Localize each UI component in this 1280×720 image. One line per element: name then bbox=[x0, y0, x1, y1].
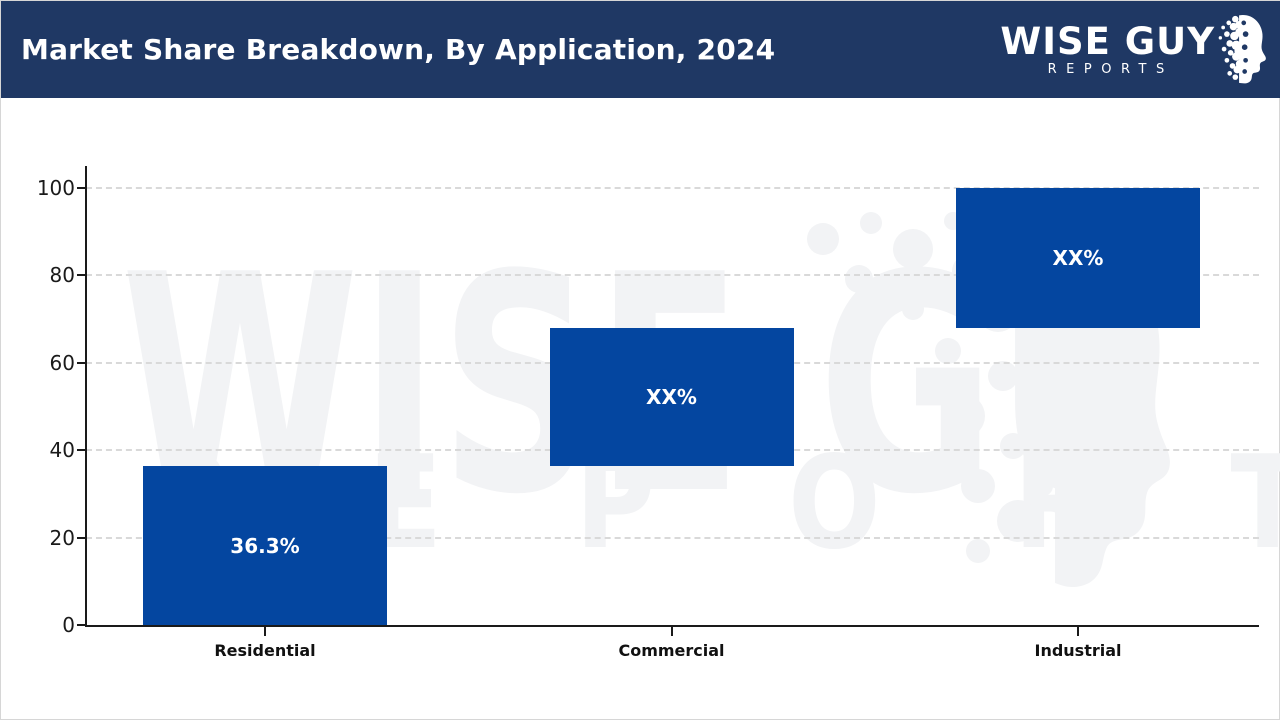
gridline-y-80 bbox=[86, 274, 1259, 276]
y-tick-mark-80 bbox=[77, 274, 86, 276]
y-axis-spine bbox=[85, 165, 87, 627]
y-tick-label-60: 60 bbox=[49, 350, 75, 375]
dotted-face-profile-icon bbox=[1218, 15, 1266, 84]
y-tick-mark-20 bbox=[77, 536, 86, 539]
wiseguy-logo-text: WISE GUY REPORTS bbox=[1000, 19, 1215, 78]
bar-value-label-industrial: XX% bbox=[1052, 245, 1104, 270]
y-tick-label-0: 0 bbox=[62, 613, 75, 637]
y-tick-label-20: 20 bbox=[49, 525, 75, 550]
x-tick-mark-commercial bbox=[670, 627, 673, 636]
y-tick-label-40: 40 bbox=[49, 438, 75, 462]
y-tick-label-80: 80 bbox=[49, 263, 75, 287]
y-tick-label-100: 100 bbox=[36, 175, 75, 200]
wiseguy-logo: WISE GUY REPORTS bbox=[1000, 9, 1269, 91]
x-tick-label-residential: Residential bbox=[214, 641, 316, 660]
header-band: Market Share Breakdown, By Application, … bbox=[1, 1, 1280, 98]
page-title: Market Share Breakdown, By Application, … bbox=[21, 33, 776, 66]
logo-reports-label: REPORTS bbox=[1047, 62, 1174, 78]
y-tick-mark-60 bbox=[77, 361, 86, 364]
bar-commercial: XX% bbox=[549, 327, 794, 467]
gridline-y-20 bbox=[86, 536, 1259, 539]
gridline-y-100 bbox=[86, 186, 1259, 189]
x-tick-label-commercial: Commercial bbox=[618, 641, 725, 660]
logo-wiseguy-label: WISE GUY bbox=[1000, 19, 1215, 63]
bar-industrial: XX% bbox=[956, 187, 1200, 328]
y-tick-mark-0 bbox=[77, 624, 86, 626]
y-tick-mark-100 bbox=[77, 186, 86, 189]
bar-residential: 36.3% bbox=[143, 466, 387, 625]
y-tick-mark-40 bbox=[77, 449, 86, 451]
x-tick-mark-industrial bbox=[1077, 627, 1079, 636]
x-axis-spine bbox=[85, 625, 1259, 627]
bar-value-label-residential: 36.3% bbox=[230, 533, 300, 558]
x-tick-mark-residential bbox=[264, 627, 266, 636]
x-tick-label-industrial: Industrial bbox=[1034, 641, 1122, 660]
bar-value-label-commercial: XX% bbox=[646, 384, 697, 409]
